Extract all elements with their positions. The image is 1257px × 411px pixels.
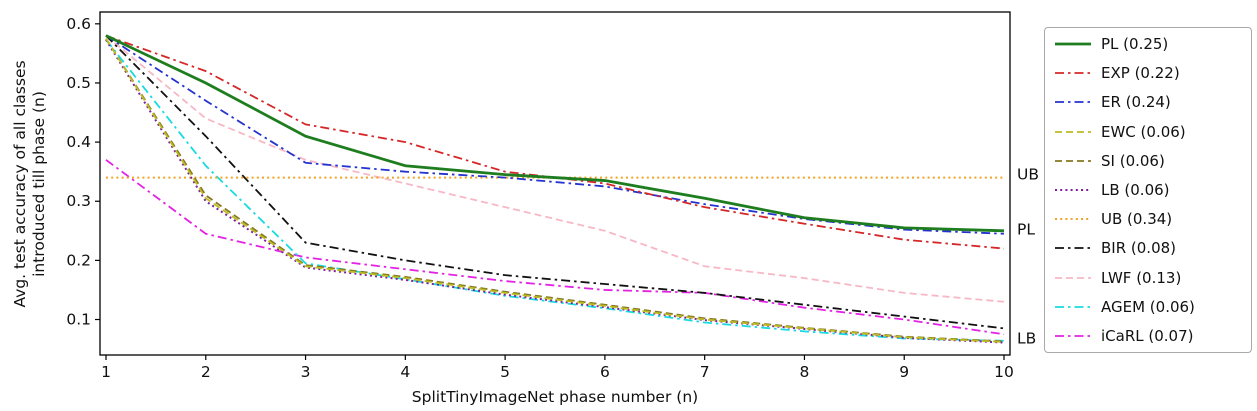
y-axis-label-line1: Avg. test accuracy of all classes (11, 60, 29, 308)
legend-item-lwf: LWF (0.13) (1054, 270, 1242, 286)
x-tick-label: 1 (101, 363, 111, 381)
legend-line-sample (1055, 247, 1091, 250)
legend-line-sample (1055, 218, 1091, 221)
legend-line-sample (1055, 305, 1091, 308)
x-tick-label: 5 (500, 363, 510, 381)
series-bir (105, 35, 1005, 330)
series-lb (105, 39, 1005, 344)
legend-item-pl: PL (0.25) (1054, 36, 1242, 52)
y-axis-label-line2: introduced till phase (n) (30, 91, 48, 277)
legend-line-sample (1055, 188, 1091, 191)
legend-label: EWC (0.06) (1101, 122, 1186, 141)
legend-line-sample (1055, 130, 1091, 133)
plot-frame (99, 11, 1011, 356)
y-tick-label: 0.2 (66, 251, 91, 269)
y-tick-label: 0.6 (66, 15, 91, 33)
legend-label: BIR (0.08) (1101, 239, 1177, 258)
legend-label: EXP (0.22) (1101, 64, 1180, 83)
legend-line-sample (1055, 72, 1091, 75)
series-exp (105, 34, 1005, 250)
series-er (105, 34, 1005, 235)
legend-label: LWF (0.13) (1101, 268, 1182, 287)
annotation-pl: PL (1017, 221, 1035, 239)
legend-item-ub: UB (0.34) (1054, 211, 1242, 227)
x-tick-label: 7 (700, 363, 710, 381)
legend-line-sample (1055, 334, 1091, 337)
legend-item-si: SI (0.06) (1054, 153, 1242, 169)
x-tick-label: 9 (899, 363, 909, 381)
legend-label: iCaRL (0.07) (1101, 326, 1194, 345)
legend-item-exp: EXP (0.22) (1054, 65, 1242, 81)
legend-box: PL (0.25) EXP (0.22) ER (0.24) EWC (0.06) SI… (1044, 27, 1252, 353)
legend-item-er: ER (0.24) (1054, 94, 1242, 110)
legend-item-ewc: EWC (0.06) (1054, 124, 1242, 140)
legend-item-lb: LB (0.06) (1054, 182, 1242, 198)
x-tick-label: 2 (201, 363, 211, 381)
x-tick-label: 3 (301, 363, 311, 381)
series-lwf (105, 34, 1005, 303)
legend-label: LB (0.06) (1101, 180, 1170, 199)
y-tick-label: 0.1 (66, 311, 91, 329)
y-axis-label: Avg. test accuracy of all classes introd… (11, 60, 49, 307)
series-si (105, 38, 1005, 343)
x-tick-label: 4 (400, 363, 410, 381)
legend-item-bir: BIR (0.08) (1054, 240, 1242, 256)
y-tick-label: 0.5 (66, 74, 91, 92)
annotation-ub: UB (1017, 166, 1039, 184)
y-tick-label: 0.4 (66, 133, 91, 151)
annotation-lb: LB (1017, 329, 1036, 347)
legend-label: UB (0.34) (1101, 210, 1173, 229)
legend-item-icarl: iCaRL (0.07) (1054, 328, 1242, 344)
legend-item-agem: AGEM (0.06) (1054, 299, 1242, 315)
legend-line-sample (1055, 101, 1091, 104)
series-ewc (105, 38, 1005, 343)
y-tick-label: 0.3 (66, 192, 91, 210)
legend-label: AGEM (0.06) (1101, 297, 1195, 316)
legend-line-sample (1055, 159, 1091, 162)
x-tick-label: 6 (600, 363, 610, 381)
legend-line-sample (1055, 42, 1091, 46)
plot-area: 1 2 3 4 5 6 7 8 9 10 0.1 0.2 0.3 0.4 0.5 0.6 UB PL LB (66, 11, 1039, 381)
series-pl (105, 34, 1005, 233)
x-tick-label: 10 (994, 363, 1014, 381)
series-icarl (105, 159, 1005, 336)
legend-label: ER (0.24) (1101, 93, 1171, 112)
series-agem (105, 39, 1005, 342)
x-axis-label: SplitTinyImageNet phase number (n) (411, 388, 699, 406)
x-tick-label: 8 (800, 363, 810, 381)
legend-label: PL (0.25) (1101, 35, 1169, 53)
legend-label: SI (0.06) (1101, 151, 1165, 170)
legend-line-sample (1055, 276, 1091, 279)
